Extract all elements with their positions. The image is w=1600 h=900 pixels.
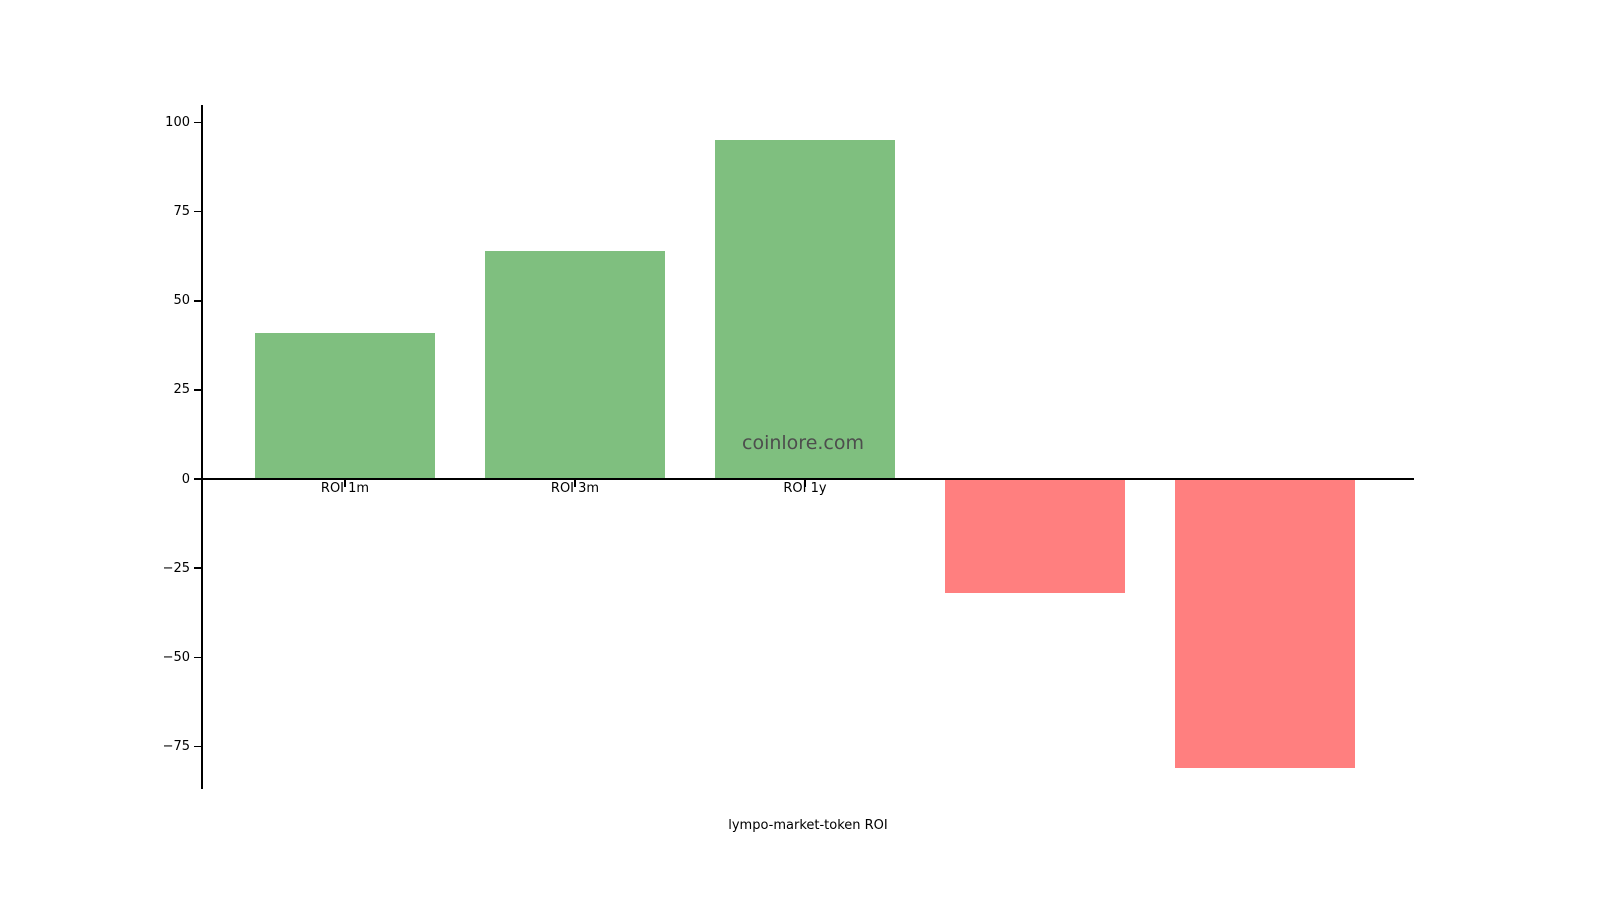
x-tick-label: ROI 3m — [550, 481, 600, 496]
bar-roi-1y — [715, 140, 895, 479]
y-tick-label: 50 — [173, 293, 190, 309]
y-tick-mark — [194, 745, 201, 748]
bar-negative-3 — [945, 479, 1125, 594]
y-tick-label: 25 — [173, 382, 190, 398]
y-tick-mark — [194, 121, 201, 124]
y-tick-label: 0 — [181, 471, 190, 487]
y-tick-mark — [194, 478, 201, 480]
y-tick-mark — [194, 210, 201, 213]
y-axis-spine — [201, 104, 203, 790]
y-tick-label: −50 — [162, 649, 190, 665]
y-tick-mark — [194, 300, 201, 302]
y-tick-label: 75 — [173, 204, 190, 220]
x-tick-label: ROI 1m — [320, 481, 370, 496]
chart-title: lympo-market-token ROI — [728, 818, 888, 833]
bar-roi-3m — [485, 250, 665, 479]
y-tick-mark — [194, 656, 201, 658]
y-tick-label: −75 — [162, 738, 190, 754]
y-tick-mark — [194, 567, 201, 569]
x-axis-spine — [201, 478, 1414, 480]
y-tick-mark — [194, 389, 201, 391]
y-tick-label: −25 — [162, 560, 190, 576]
bar-roi-1m — [255, 332, 435, 479]
x-tick-mark — [344, 479, 346, 487]
x-tick-mark — [804, 479, 806, 487]
x-tick-label: ROI 1y — [783, 481, 827, 496]
watermark-text: coinlore.com — [742, 432, 864, 454]
x-tick-mark — [574, 479, 576, 487]
bar-negative-4 — [1175, 479, 1355, 768]
y-tick-label: 100 — [165, 115, 190, 130]
